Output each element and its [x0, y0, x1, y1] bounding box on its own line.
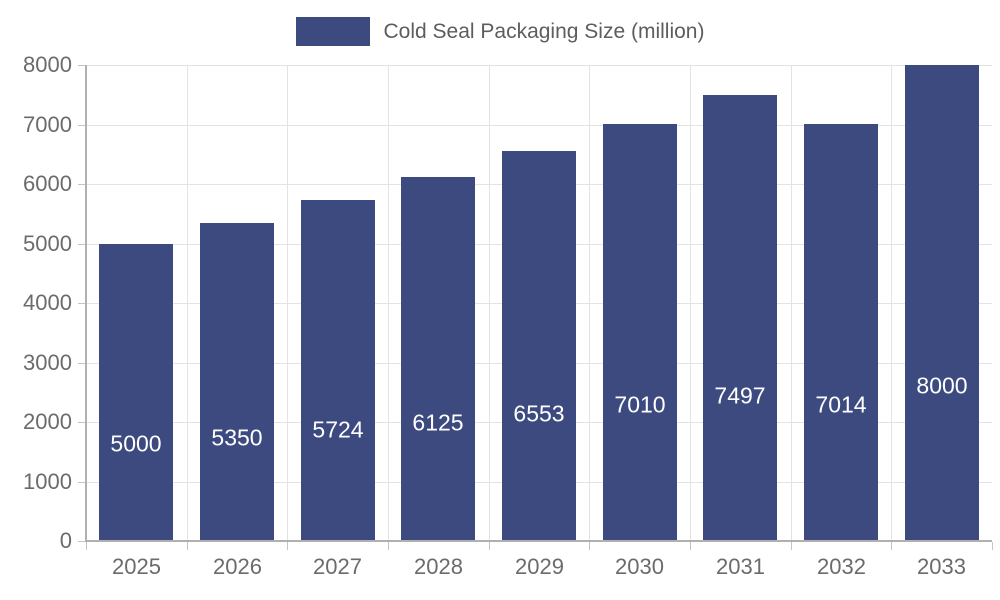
x-axis-tick-mark — [992, 542, 993, 550]
x-axis-tick-mark — [791, 542, 792, 550]
plot-area: 5000 5350 5724 6125 6553 7010 7497 7014 8000 — [86, 65, 992, 542]
x-axis-tick-label: 2030 — [615, 554, 664, 579]
x-axis-tick-mark — [891, 542, 892, 550]
y-axis-tick-label: 1000 — [23, 468, 72, 494]
x-axis-line — [86, 540, 992, 542]
x-axis-tick-label: 2031 — [716, 554, 765, 579]
y-axis-tick-label: 7000 — [23, 111, 72, 137]
x-axis-tick-mark — [187, 542, 188, 550]
gridline-vertical — [589, 65, 590, 541]
x-axis-tick-mark — [489, 542, 490, 550]
gridline-vertical — [388, 65, 389, 541]
bar[interactable] — [99, 244, 173, 542]
x-axis-tick-mark — [388, 542, 389, 550]
y-axis-tick-mark — [78, 124, 86, 126]
gridline-vertical — [891, 65, 892, 541]
y-axis-tick-label: 5000 — [23, 230, 72, 256]
y-axis-tick-label: 0 — [59, 528, 72, 553]
y-axis-tick-mark — [78, 243, 86, 245]
x-axis-tick-label: 2026 — [213, 554, 262, 579]
x-axis-tick-mark — [690, 542, 691, 550]
x-axis-tick-label: 2029 — [515, 554, 564, 579]
gridline-vertical — [791, 65, 792, 541]
x-axis-tick-label: 2032 — [817, 554, 866, 579]
gridline-horizontal — [86, 65, 992, 66]
gridline-vertical — [187, 65, 188, 541]
bar[interactable] — [200, 223, 274, 541]
y-axis-tick-label: 6000 — [23, 171, 72, 196]
y-axis-tick-mark — [78, 541, 86, 542]
y-axis-tick-label: 8000 — [23, 52, 72, 77]
y-axis-tick-label: 2000 — [23, 409, 72, 434]
gridline-vertical — [690, 65, 691, 541]
bar[interactable] — [603, 124, 677, 541]
y-axis-tick-mark — [78, 481, 86, 483]
x-axis-tick-mark — [86, 542, 87, 550]
y-axis-tick-mark — [78, 303, 86, 304]
y-axis-tick-mark — [78, 422, 86, 423]
x-axis-tick-mark — [287, 542, 288, 550]
x-axis-tick-label: 2028 — [414, 554, 463, 579]
y-axis-line — [85, 65, 87, 542]
x-axis-tick-label: 2027 — [313, 554, 362, 579]
gridline-vertical — [489, 65, 490, 541]
y-axis-tick-mark — [78, 65, 86, 66]
bar[interactable] — [703, 95, 777, 541]
x-axis-tick-mark — [589, 542, 590, 550]
y-axis-labels: 0 1000 2000 3000 4000 5000 6000 7000 8000 — [0, 0, 72, 600]
chart-legend: Cold Seal Packaging Size (million) — [0, 8, 1000, 54]
y-axis-tick-mark — [78, 184, 86, 185]
x-axis-tick-label: 2033 — [917, 554, 966, 579]
legend-label: Cold Seal Packaging Size (million) — [383, 19, 705, 43]
bar[interactable] — [401, 177, 475, 541]
gridline-vertical — [287, 65, 288, 541]
bar[interactable] — [502, 151, 576, 541]
gridline-horizontal — [86, 125, 992, 126]
y-axis-tick-label: 3000 — [23, 349, 72, 375]
y-axis-tick-mark — [78, 362, 86, 364]
bar[interactable] — [905, 65, 979, 541]
x-axis-tick-label: 2025 — [112, 554, 161, 579]
legend-color-swatch — [295, 16, 370, 46]
bar[interactable] — [301, 200, 375, 541]
bar[interactable] — [804, 124, 878, 541]
y-axis-tick-label: 4000 — [23, 290, 72, 315]
